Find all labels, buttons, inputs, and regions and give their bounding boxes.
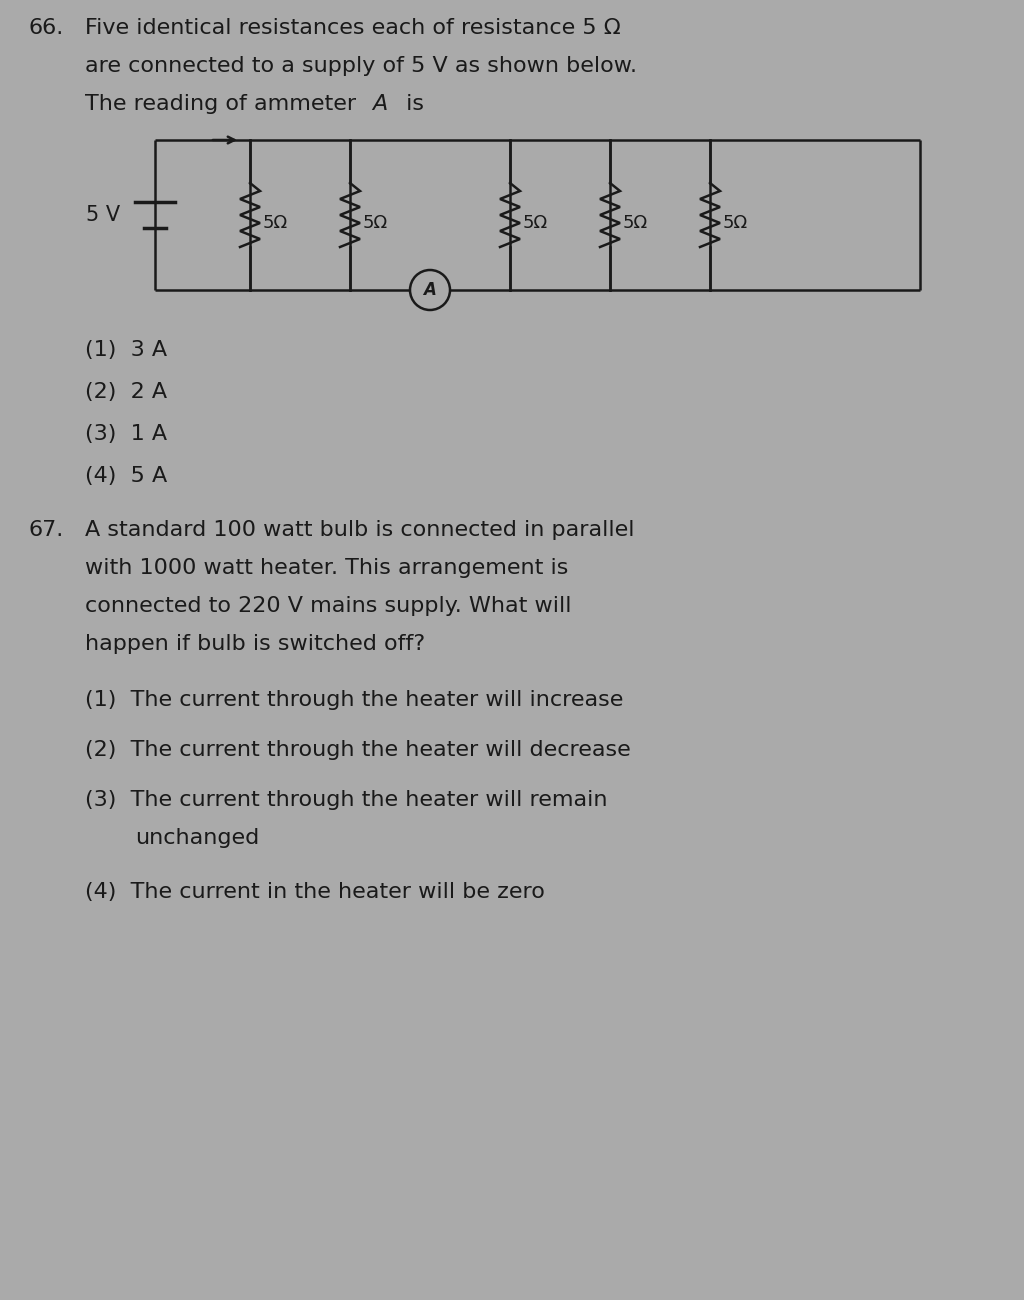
Text: 5Ω: 5Ω [723,214,749,231]
Text: connected to 220 V mains supply. What will: connected to 220 V mains supply. What wi… [85,595,571,616]
Text: 67.: 67. [28,520,63,540]
Text: A: A [372,94,387,114]
Circle shape [410,270,450,309]
Text: (2)  2 A: (2) 2 A [85,382,167,402]
Text: 5Ω: 5Ω [362,214,388,231]
Text: Five identical resistances each of resistance 5 Ω: Five identical resistances each of resis… [85,18,621,38]
Text: A: A [424,281,436,299]
Text: (4)  The current in the heater will be zero: (4) The current in the heater will be ze… [85,881,545,902]
Text: 5Ω: 5Ω [623,214,648,231]
Text: 66.: 66. [28,18,63,38]
Text: (3)  1 A: (3) 1 A [85,424,167,445]
Text: (2)  The current through the heater will decrease: (2) The current through the heater will … [85,740,631,760]
Text: unchanged: unchanged [135,828,259,848]
Text: A standard 100 watt bulb is connected in parallel: A standard 100 watt bulb is connected in… [85,520,635,540]
Text: (3)  The current through the heater will remain: (3) The current through the heater will … [85,790,607,810]
Text: (4)  5 A: (4) 5 A [85,465,167,486]
Text: is: is [399,94,424,114]
Text: (1)  3 A: (1) 3 A [85,341,167,360]
Text: are connected to a supply of 5 V as shown below.: are connected to a supply of 5 V as show… [85,56,637,75]
Text: The reading of ammeter: The reading of ammeter [85,94,364,114]
Text: with 1000 watt heater. This arrangement is: with 1000 watt heater. This arrangement … [85,558,568,579]
Text: 5 V: 5 V [86,205,120,225]
Text: 5Ω: 5Ω [523,214,548,231]
Text: 5Ω: 5Ω [263,214,288,231]
Text: (1)  The current through the heater will increase: (1) The current through the heater will … [85,690,624,710]
Text: happen if bulb is switched off?: happen if bulb is switched off? [85,634,425,654]
